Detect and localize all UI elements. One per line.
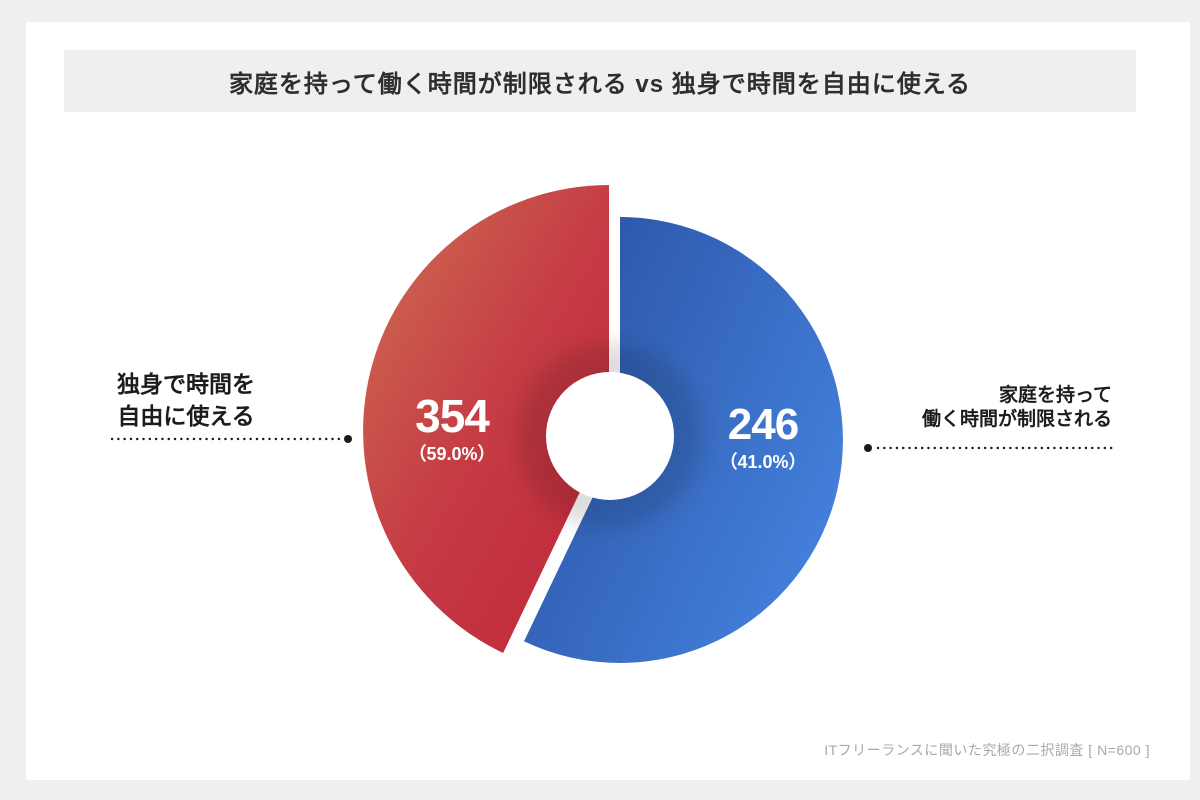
left-leader-dot xyxy=(344,435,352,443)
right-callout-label: 家庭を持って 働く時間が制限される xyxy=(878,384,1112,432)
blue-slice-percent: （41.0%） xyxy=(719,452,807,472)
right-leader-dot xyxy=(864,444,872,452)
donut-chart xyxy=(363,185,843,663)
left-callout-line2: 自由に使える xyxy=(117,403,255,429)
right-leader-line xyxy=(864,444,1114,452)
page-title: 家庭を持って働く時間が制限される vs 独身で時間を自由に使える xyxy=(228,70,972,98)
right-callout-line1: 家庭を持って xyxy=(998,385,1112,406)
right-callout-line2: 働く時間が制限される xyxy=(921,409,1112,430)
red-slice-percent: （59.0%） xyxy=(408,444,496,464)
left-leader-line xyxy=(110,435,352,443)
left-callout-line1: 独身で時間を xyxy=(117,371,255,397)
donut-hole xyxy=(546,372,674,500)
source-note: ITフリーランスに聞いた究極の二択調査 [ N=600 ] xyxy=(824,742,1150,758)
slice-red xyxy=(363,185,609,653)
left-callout-label: 独身で時間を 自由に使える xyxy=(86,368,286,432)
red-slice-value: 354 xyxy=(415,390,490,442)
blue-slice-value: 246 xyxy=(727,400,799,449)
title-band: 家庭を持って働く時間が制限される vs 独身で時間を自由に使える xyxy=(64,50,1136,112)
